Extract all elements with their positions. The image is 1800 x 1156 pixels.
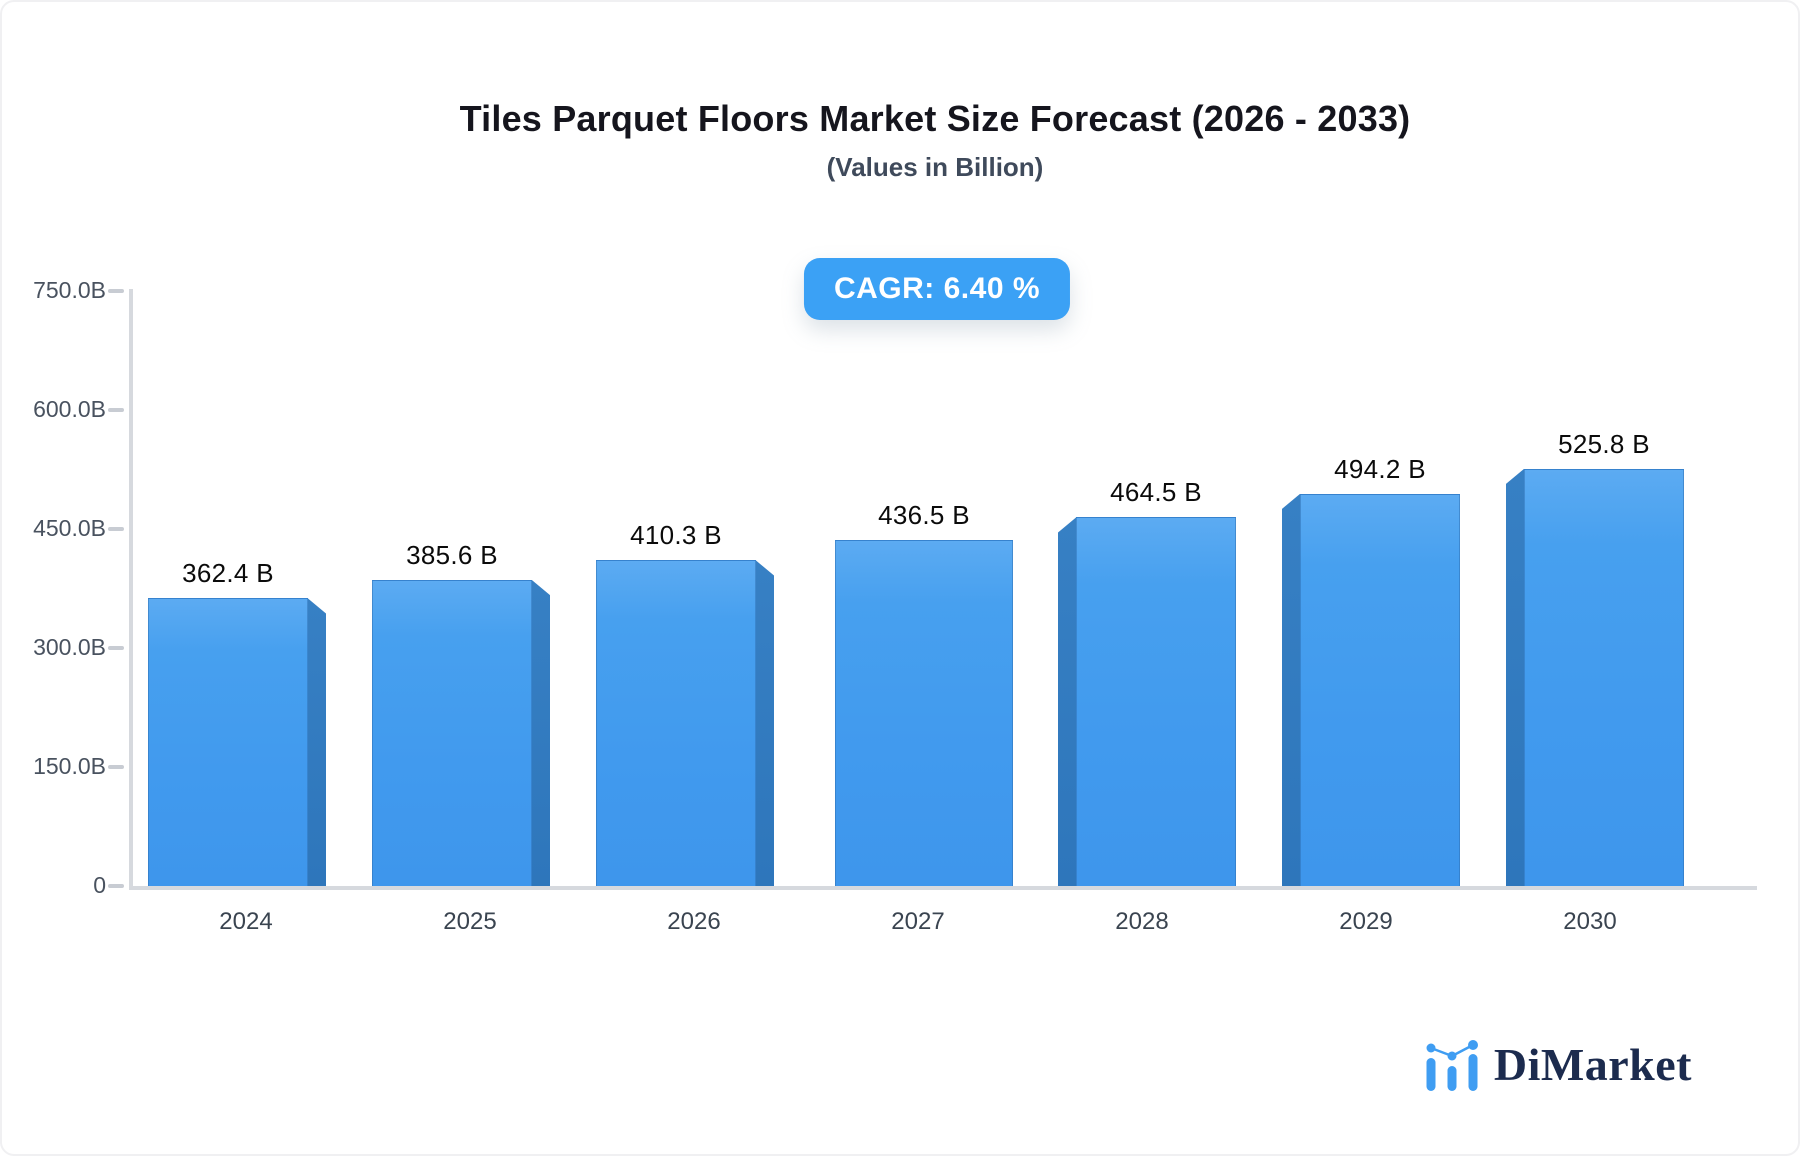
bar-2028 <box>1076 517 1236 886</box>
y-axis-tick-label: 150.0B <box>33 753 106 779</box>
x-axis-tick-label: 2027 <box>891 908 945 935</box>
bar-side-2024 <box>308 598 326 886</box>
brand-logo: DiMarket <box>1424 1038 1692 1091</box>
bar-2024 <box>148 598 308 886</box>
bar-value-label: 464.5 B <box>1110 477 1202 508</box>
bar-value-label: 362.4 B <box>182 558 274 589</box>
y-axis-tick-label: 0 <box>93 872 106 898</box>
chart-title: Tiles Parquet Floors Market Size Forecas… <box>459 98 1411 139</box>
bar-value-label: 385.6 B <box>406 540 498 571</box>
y-axis-tick-mark <box>108 289 124 293</box>
bar-2025 <box>372 580 532 886</box>
bar-side-2029 <box>1282 493 1300 886</box>
bar-2030 <box>1524 468 1684 886</box>
y-axis-tick-mark <box>108 884 124 888</box>
bar-2029 <box>1300 493 1460 886</box>
x-axis-tick-label: 2026 <box>667 908 721 935</box>
y-axis-tick-label: 300.0B <box>33 634 106 660</box>
x-axis-tick-label: 2028 <box>1115 908 1169 935</box>
bar-side-2026 <box>756 560 774 886</box>
x-axis-tick-label: 2029 <box>1339 908 1393 935</box>
y-axis-line <box>129 289 133 890</box>
y-axis-tick-label: 450.0B <box>33 515 106 541</box>
y-axis-tick-label: 600.0B <box>33 396 106 422</box>
y-axis-tick-mark <box>108 527 124 531</box>
y-axis-tick-label: 750.0B <box>33 277 106 303</box>
bar-value-label: 494.2 B <box>1334 453 1426 484</box>
x-axis-tick-label: 2030 <box>1563 908 1617 935</box>
y-axis-tick-mark <box>108 646 124 650</box>
bar-side-2028 <box>1058 517 1076 886</box>
x-axis-baseline <box>129 886 1757 890</box>
bar-2026 <box>596 560 756 886</box>
y-axis-tick-mark <box>108 408 124 412</box>
brand-logo-icon <box>1426 1039 1478 1091</box>
bar-value-label: 436.5 B <box>878 499 970 530</box>
bar-value-label: 525.8 B <box>1558 428 1650 459</box>
y-axis-tick-mark <box>108 765 124 769</box>
bar-side-2030 <box>1506 468 1524 886</box>
bar-side-2025 <box>532 580 550 886</box>
chart-subtitle: (Values in Billion) <box>826 152 1044 182</box>
cagr-badge: CAGR: 6.40 % <box>803 258 1071 320</box>
x-axis-tick-label: 2024 <box>219 908 273 935</box>
x-axis-tick-label: 2025 <box>443 908 497 935</box>
brand-logo-text: DiMarket <box>1493 1039 1692 1090</box>
bar-value-label: 410.3 B <box>630 520 722 551</box>
bar-2027 <box>835 539 1013 886</box>
